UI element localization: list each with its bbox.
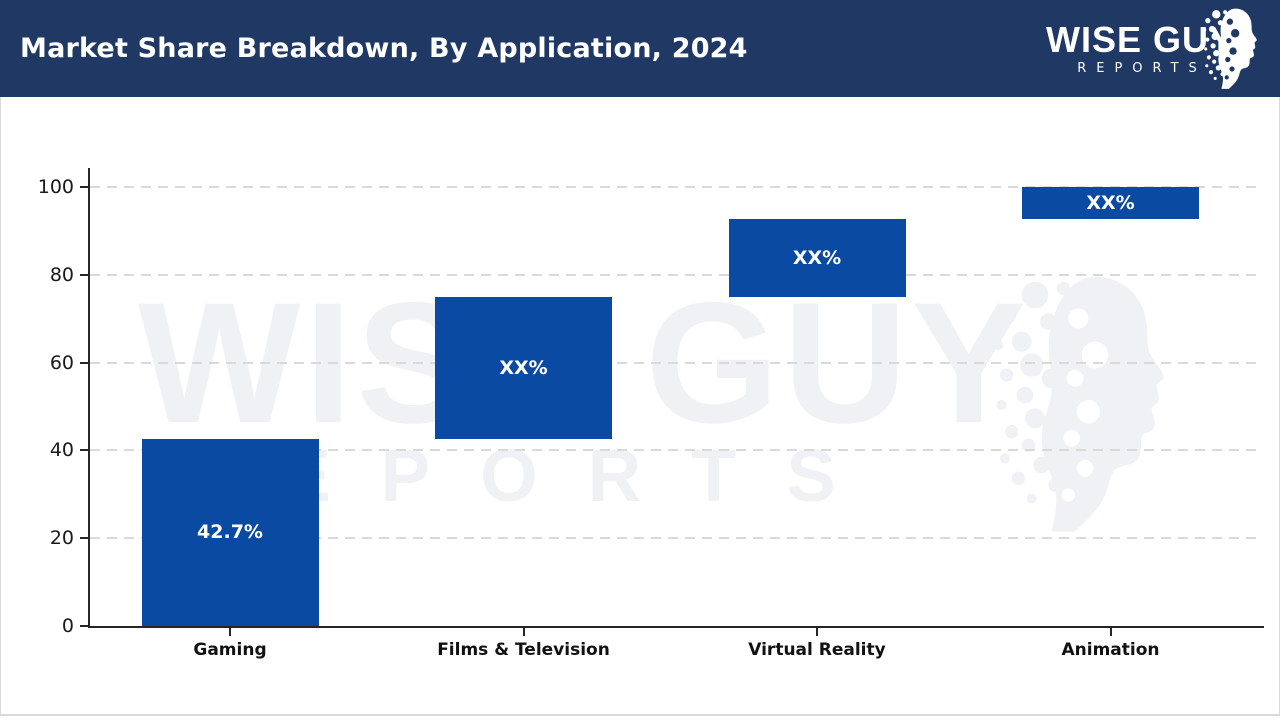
x-tick — [816, 628, 818, 636]
bar-value-label: XX% — [792, 246, 842, 269]
y-tick-label: 20 — [49, 527, 74, 550]
x-tick — [522, 628, 525, 636]
gridline — [90, 361, 1262, 364]
bar-gaming: 42.7% — [141, 438, 319, 626]
gridline — [90, 537, 1262, 540]
y-tick — [80, 273, 88, 276]
header-banner: Market Share Breakdown, By Application, … — [0, 0, 1280, 97]
gridline — [90, 273, 1262, 276]
bar-value-label: 42.7% — [197, 521, 263, 544]
y-tick — [80, 625, 88, 627]
x-category-label: Virtual Reality — [748, 640, 886, 660]
bar-films-television: XX% — [435, 296, 612, 439]
y-tick — [80, 449, 88, 452]
gridline — [90, 449, 1262, 452]
y-tick — [80, 186, 88, 188]
x-tick — [1109, 628, 1112, 636]
gridline — [90, 186, 1262, 188]
x-axis — [88, 626, 1264, 628]
x-tick — [229, 628, 231, 636]
y-tick-label: 80 — [49, 263, 74, 286]
wiseguy-head-icon — [1203, 8, 1257, 89]
bar-value-label: XX% — [499, 356, 548, 379]
bar-animation: XX% — [1022, 187, 1199, 220]
logo-wordmark: WISE GUY — [1046, 19, 1235, 60]
y-tick — [80, 361, 88, 364]
wiseguy-logo: WISE GUY REPORTS — [1018, 7, 1268, 91]
x-category-label: Films & Television — [437, 640, 610, 660]
y-tick-label: 100 — [37, 176, 74, 198]
page-title: Market Share Breakdown, By Application, … — [20, 33, 748, 64]
bar-virtual-reality: XX% — [728, 219, 906, 297]
bar-value-label: XX% — [1086, 192, 1135, 215]
logo-subtext: REPORTS — [1077, 61, 1207, 76]
x-category-label: Gaming — [193, 640, 267, 660]
watermark-head-icon — [993, 276, 1164, 532]
y-tick — [80, 537, 88, 540]
y-tick-label: 0 — [61, 615, 74, 637]
bottom-border — [0, 714, 1280, 716]
y-tick-label: 40 — [49, 439, 74, 462]
y-axis — [88, 168, 90, 628]
left-border — [0, 97, 1, 716]
y-tick-label: 60 — [49, 351, 74, 374]
x-category-label: Animation — [1061, 640, 1160, 660]
